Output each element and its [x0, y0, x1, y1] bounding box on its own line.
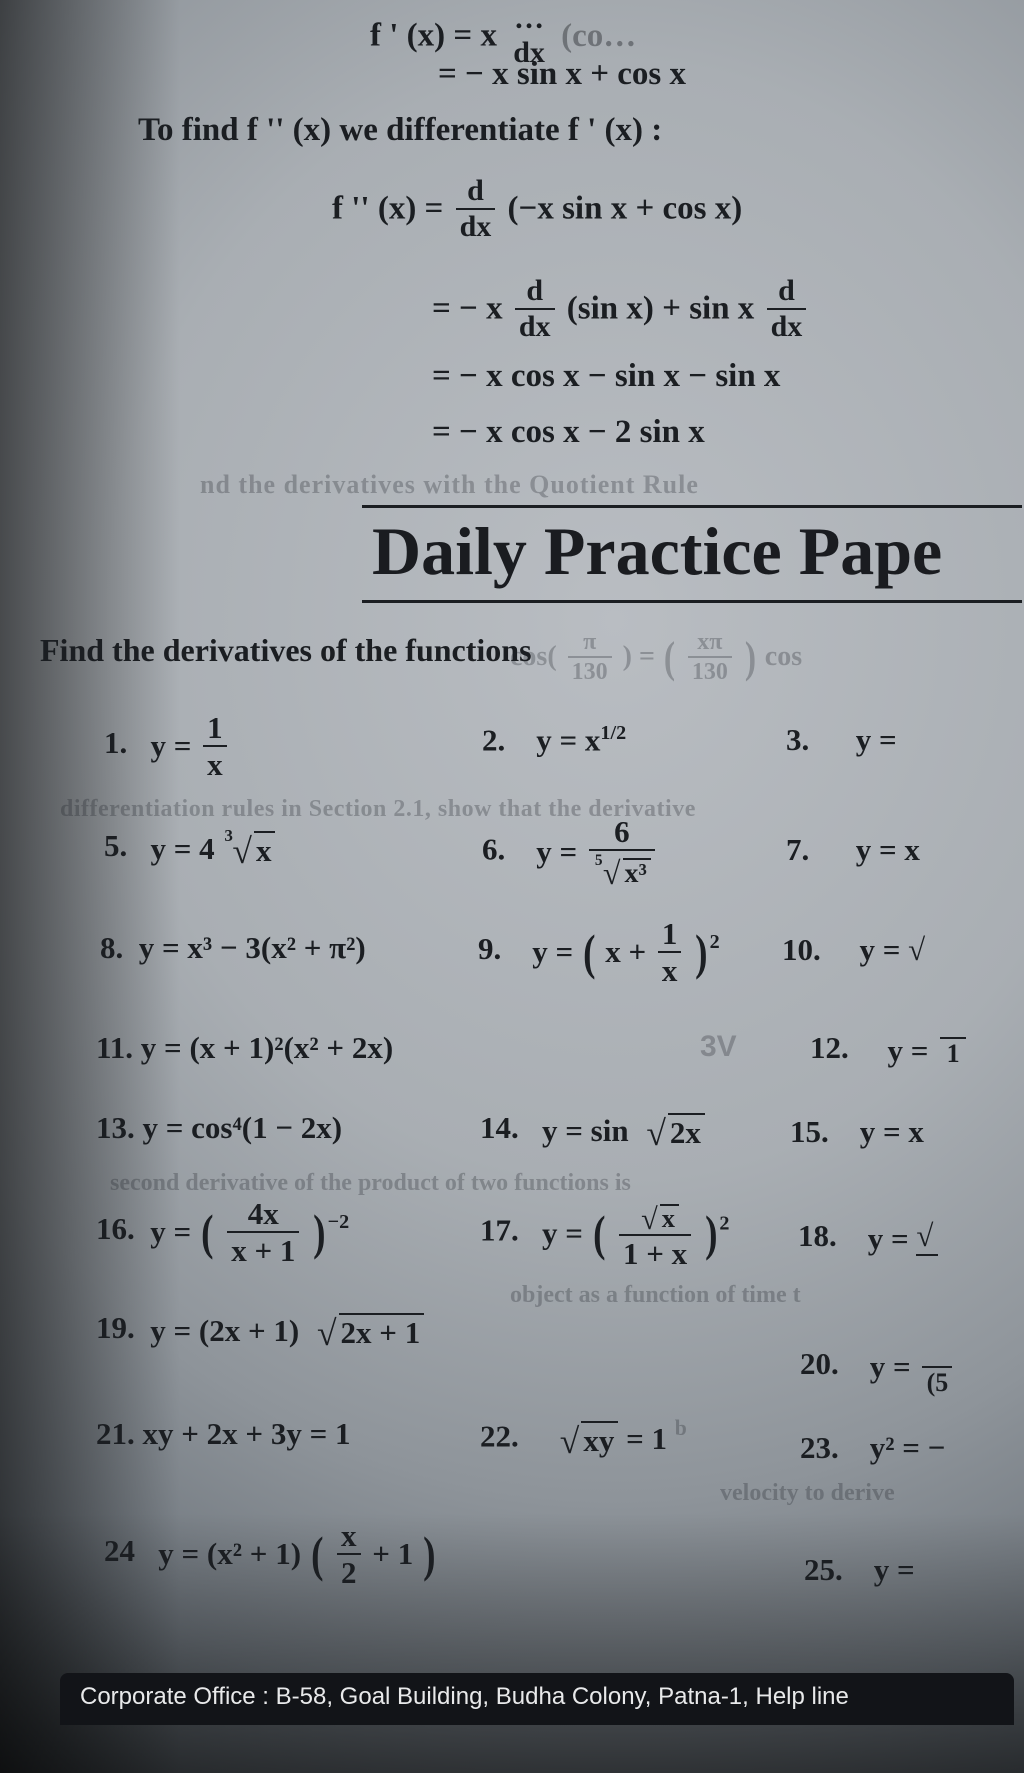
problem-2: 2. y = x1/2: [482, 722, 626, 758]
example-work3: = − x cos x − sin x − sin x: [432, 358, 780, 395]
ghost-row5: second derivative of the product of two …: [110, 1170, 631, 1197]
problem-3: 3. y =: [786, 722, 897, 758]
problem-15: 15. y = x: [790, 1114, 924, 1150]
footer-text: Corporate Office : B-58, Goal Building, …: [80, 1683, 849, 1710]
example-work1: f '' (x) = d dx (−x sin x + cos x): [332, 176, 742, 242]
ghost-row8: velocity to derive: [720, 1480, 895, 1507]
ghost-3v: 3V: [700, 1030, 737, 1064]
problem-25: 25. y =: [804, 1552, 915, 1588]
problem-23: 23. y² = −: [800, 1430, 945, 1466]
problem-13: 13. y = cos⁴(1 − 2x): [96, 1110, 342, 1146]
problem-21: 21. xy + 2x + 3y = 1: [96, 1416, 351, 1452]
problem-22: 22. xy = 1 b: [480, 1416, 687, 1460]
problem-8: 8. y = x³ − 3(x² + π²): [100, 930, 366, 966]
ghost-cos: cos( π 130 ) = ( xπ 130 ) cos: [510, 630, 802, 684]
example-sentence: To find f '' (x) we differentiate f ' (x…: [138, 112, 662, 149]
ghost-line-1: nd the derivatives with the Quotient Rul…: [200, 470, 699, 500]
ghost-row6: object as a function of time t: [510, 1282, 801, 1309]
problem-12: 12. y = 1: [810, 1030, 970, 1069]
problem-18: 18. y = √: [798, 1218, 938, 1257]
problem-11: 11. y = (x + 1)²(x² + 2x): [96, 1030, 393, 1066]
footer-bar: Corporate Office : B-58, Goal Building, …: [60, 1673, 1014, 1725]
problem-19: 19. y = (2x + 1) 2x + 1: [96, 1310, 424, 1352]
problem-10: 10. y = √: [782, 932, 925, 968]
problem-24: 24 y = (x² + 1) ( x2 + 1 ): [104, 1520, 437, 1588]
heading-rule-top: [362, 505, 1022, 508]
example-work4: = − x cos x − 2 sin x: [432, 414, 705, 451]
problem-6: 6. y = 6 5x³: [482, 816, 659, 888]
section-title: Find the derivatives of the functions: [40, 632, 532, 669]
problem-14: 14. y = sin 2x: [480, 1110, 705, 1152]
problem-17: 17. y = ( x 1 + x )2: [480, 1198, 729, 1269]
problem-9: 9. y = ( x + 1x )2: [478, 918, 720, 986]
heading-cursive: Daily Practice Pape: [372, 512, 942, 591]
problem-16: 16. y = ( 4xx + 1 )−2: [96, 1198, 349, 1266]
problem-20: 20. y = (5: [800, 1338, 956, 1396]
page-content: f ' (x) = x … dx (co… = − x sin x + cos …: [0, 0, 1024, 1773]
problem-1: 1. y = 1x: [104, 712, 231, 780]
heading-rule-bottom: [362, 600, 1022, 603]
problem-7: 7. y = x: [786, 832, 920, 868]
example-work2: = − x d dx (sin x) + sin x d dx: [432, 276, 810, 342]
example-line2: = − x sin x + cos x: [438, 56, 686, 93]
problem-5: 5. y = 4 3x: [104, 828, 275, 870]
page-root: f ' (x) = x … dx (co… = − x sin x + cos …: [0, 0, 1024, 1773]
